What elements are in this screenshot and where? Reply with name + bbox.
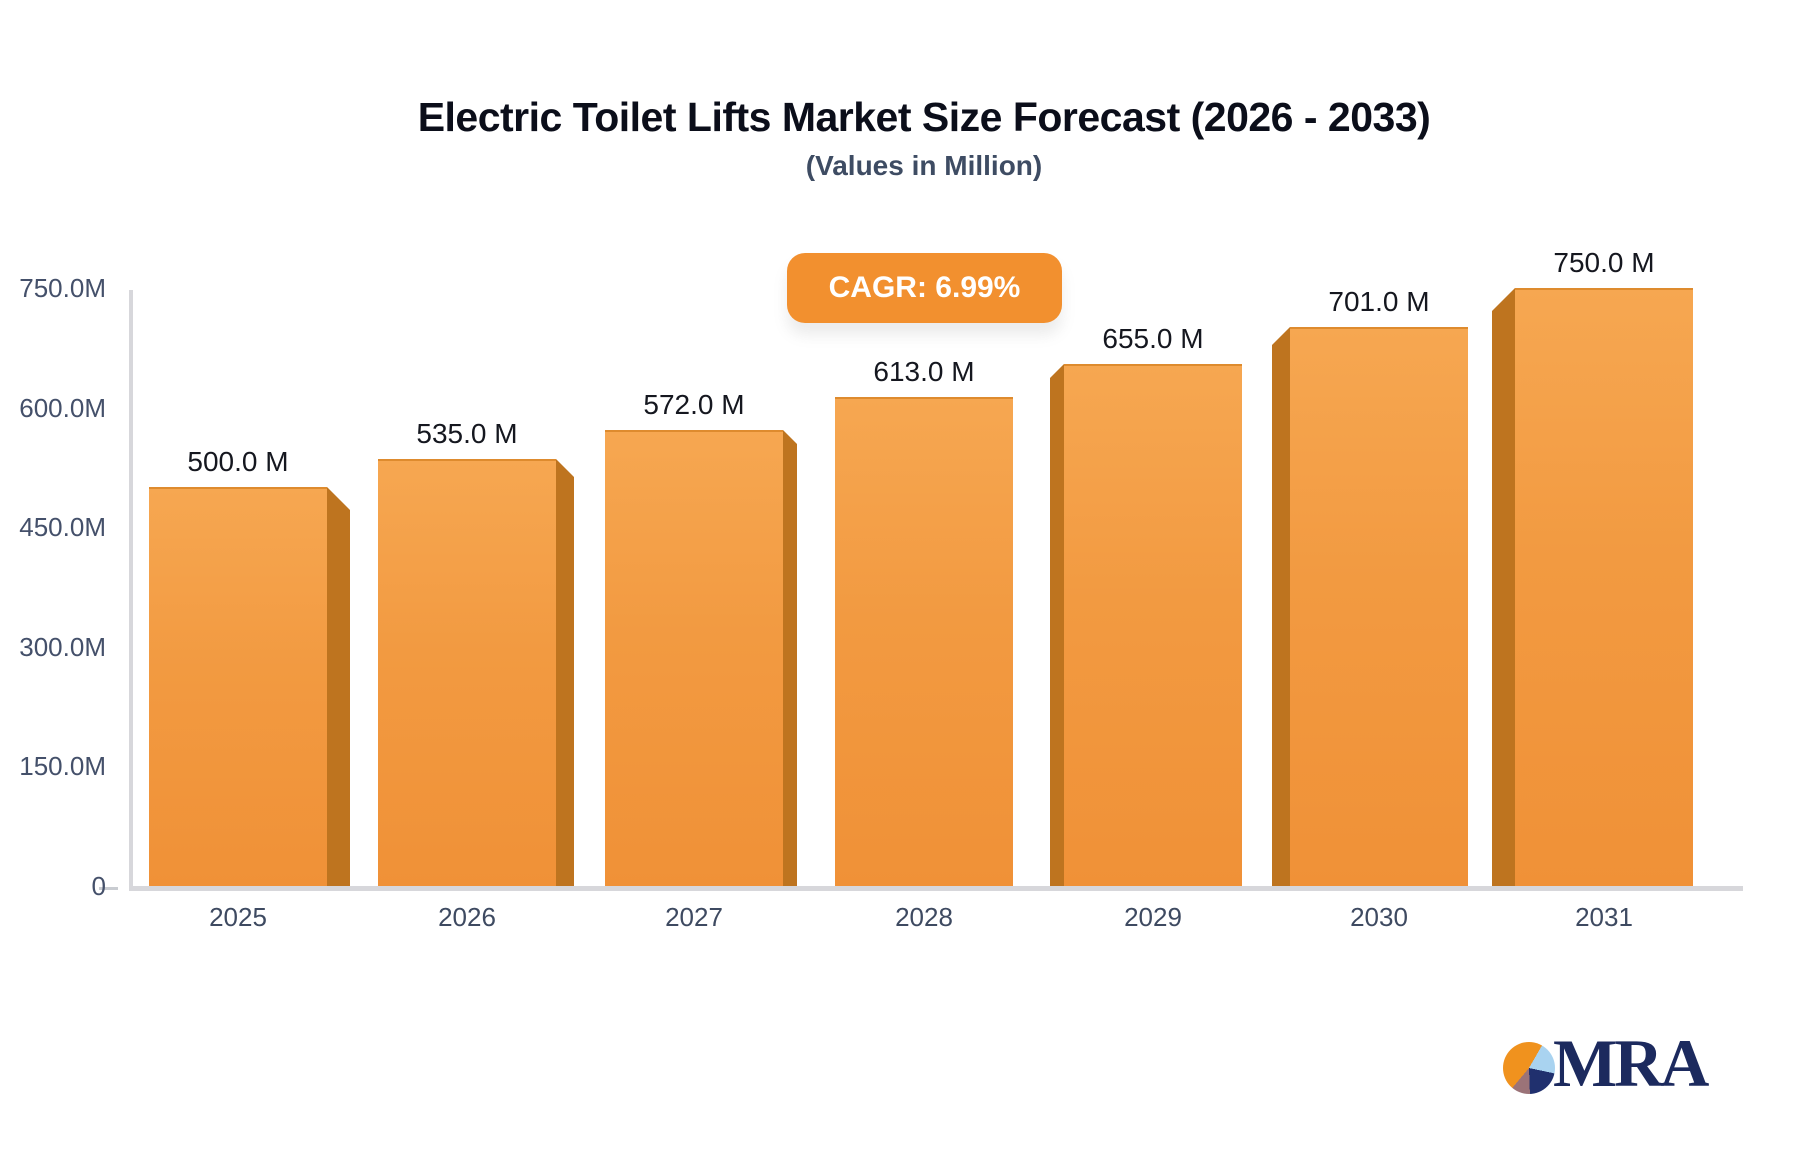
y-tick-0: 0 [91, 871, 106, 901]
y-axis-line [129, 290, 133, 888]
bar-front-face [605, 430, 783, 886]
bar-value-label: 655.0 M [1102, 323, 1204, 354]
bar-value-label: 535.0 M [416, 418, 518, 449]
x-axis-line [129, 886, 1743, 891]
x-axis-label: 2031 [1575, 902, 1633, 932]
bar-front-face [835, 397, 1013, 886]
x-axis-label: 2027 [665, 902, 723, 932]
x-axis-label: 2025 [209, 902, 267, 932]
bar-value-label: 613.0 M [873, 356, 975, 387]
bar-front-face [1064, 364, 1242, 886]
x-axis-label: 2026 [438, 902, 496, 932]
bar-side-face [327, 487, 350, 886]
bar-value-label: 500.0 M [187, 446, 289, 477]
chart-subtitle: (Values in Million) [805, 150, 1043, 181]
y-tick-150: 150.0M [19, 751, 106, 782]
bar-value-label: 572.0 M [643, 389, 745, 420]
y-tick-300: 300.0M [19, 631, 106, 662]
bar-side-face [1272, 327, 1290, 886]
y-tick-450: 450.0M [19, 512, 106, 543]
bar-front-face [378, 459, 556, 886]
bar-front-face [149, 487, 327, 886]
bar-side-face [556, 459, 574, 886]
bar-value-label: 701.0 M [1328, 286, 1430, 317]
bar-front-face [1515, 288, 1693, 886]
cagr-badge-label: CAGR: 6.99% [828, 271, 1021, 304]
bar-value-label: 750.0 M [1553, 247, 1655, 278]
zero-tick-mark [99, 887, 118, 890]
x-axis-label: 2030 [1350, 902, 1408, 932]
y-tick-750: 750.0M [19, 273, 106, 303]
bar-side-face [783, 430, 797, 886]
pie-chart-logo-icon [1503, 1042, 1555, 1094]
y-tick-600: 600.0M [19, 392, 106, 423]
chart-title: Electric Toilet Lifts Market Size Foreca… [417, 94, 1431, 140]
bar-front-face [1290, 327, 1468, 886]
cagr-badge: CAGR: 6.99% [787, 253, 1062, 323]
x-axis-label: 2028 [895, 902, 953, 932]
logo-text: MRA [1553, 1025, 1709, 1101]
bar-side-face [1492, 288, 1515, 886]
mra-logo: MRA [1503, 1025, 1743, 1101]
x-axis-label: 2029 [1124, 902, 1182, 932]
bar-side-face [1050, 364, 1064, 886]
